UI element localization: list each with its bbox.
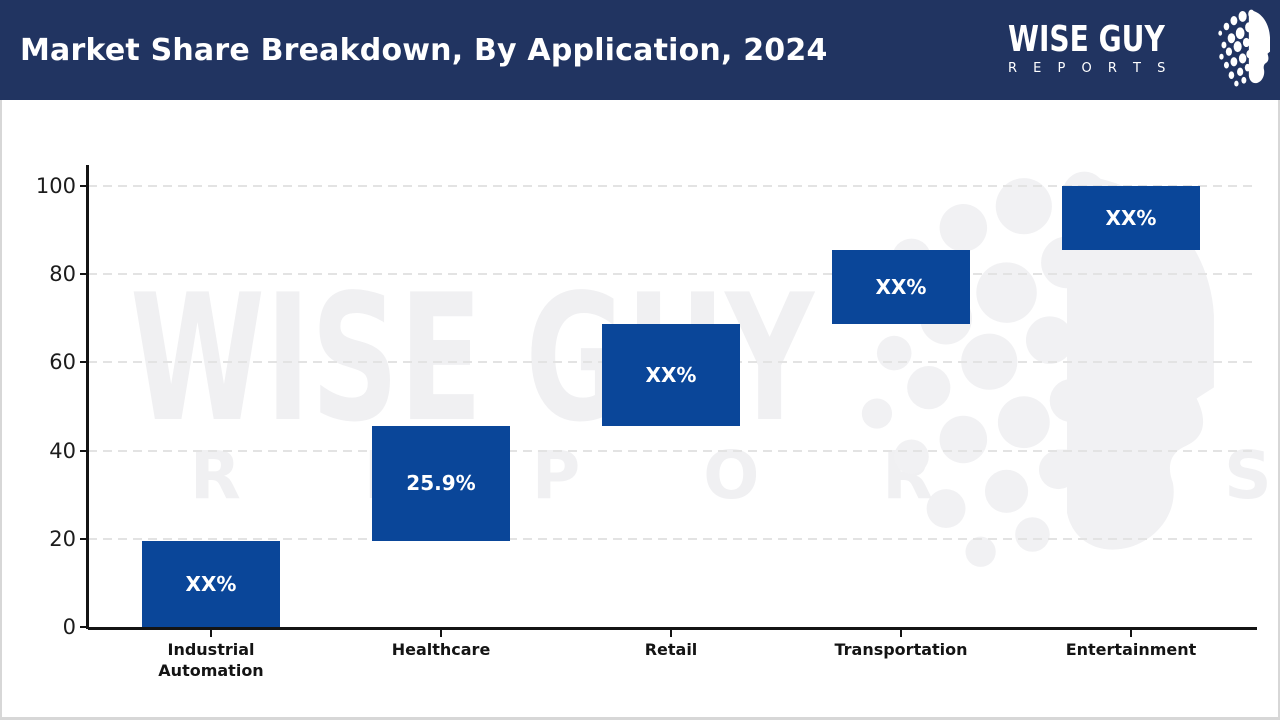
x-axis-line — [88, 627, 1257, 630]
x-axis-label-retail: Retail — [644, 640, 698, 659]
gridline-40 — [88, 449, 1257, 452]
gridline-20 — [88, 537, 1257, 540]
y-axis-tick-100 — [80, 185, 88, 187]
y-axis-tick-0 — [80, 626, 88, 628]
x-axis-tick-entertainment — [1130, 629, 1132, 637]
logo-text: WISE GUY R E P O R T S — [1008, 19, 1208, 77]
header-bar: Market Share Breakdown, By Application, … — [0, 0, 1280, 100]
x-axis-label-entertainment: Entertainment — [1065, 640, 1197, 659]
y-axis-label-80: 80 — [49, 262, 76, 287]
gridline-100 — [88, 185, 1257, 187]
bar-retail: XX% — [602, 324, 740, 427]
y-axis-tick-60 — [80, 361, 88, 364]
bar-value-label-entertainment: XX% — [1105, 205, 1157, 230]
page-border-bottom — [0, 717, 1280, 720]
wise-guy-reports-logo: WISE GUY R E P O R T S — [1008, 6, 1270, 94]
bar-healthcare: 25.9% — [372, 426, 510, 541]
x-axis-label-healthcare: Healthcare — [391, 640, 491, 659]
y-axis-tick-20 — [80, 537, 88, 540]
x-axis-tick-retail — [670, 629, 672, 637]
y-axis-line — [86, 165, 89, 629]
bar-value-label-retail: XX% — [645, 363, 697, 388]
logo-wordmark: WISE GUY — [1008, 19, 1165, 60]
bar-transportation: XX% — [832, 249, 970, 325]
page-border-left — [0, 100, 2, 720]
bar-entertainment: XX% — [1062, 186, 1200, 250]
x-axis-tick-industrial-automation — [210, 629, 212, 637]
x-axis-label-transportation: Transportation — [834, 640, 968, 659]
bar-value-label-transportation: XX% — [875, 275, 927, 300]
x-axis-tick-transportation — [900, 629, 902, 637]
x-axis-tick-healthcare — [440, 629, 442, 637]
page-border-right — [1278, 100, 1280, 720]
y-axis-tick-80 — [80, 273, 88, 276]
y-axis-label-20: 20 — [49, 526, 76, 551]
y-axis-label-40: 40 — [49, 438, 76, 463]
bar-industrial-automation: XX% — [142, 540, 280, 627]
bar-value-label-healthcare: 25.9% — [406, 471, 476, 496]
y-axis-label-0: 0 — [62, 615, 76, 639]
logo-dotted-head-icon — [1214, 8, 1270, 92]
x-axis-label-industrial-automation: Industrial Automation — [158, 640, 264, 680]
gridline-80 — [88, 273, 1257, 276]
logo-subtitle: R E P O R T S — [1008, 61, 1172, 76]
chart-title: Market Share Breakdown, By Application, … — [20, 32, 828, 68]
y-axis-label-100: 100 — [35, 174, 76, 198]
bar-value-label-industrial-automation: XX% — [185, 571, 237, 596]
y-axis-tick-40 — [80, 449, 88, 452]
y-axis-label-60: 60 — [49, 350, 76, 375]
